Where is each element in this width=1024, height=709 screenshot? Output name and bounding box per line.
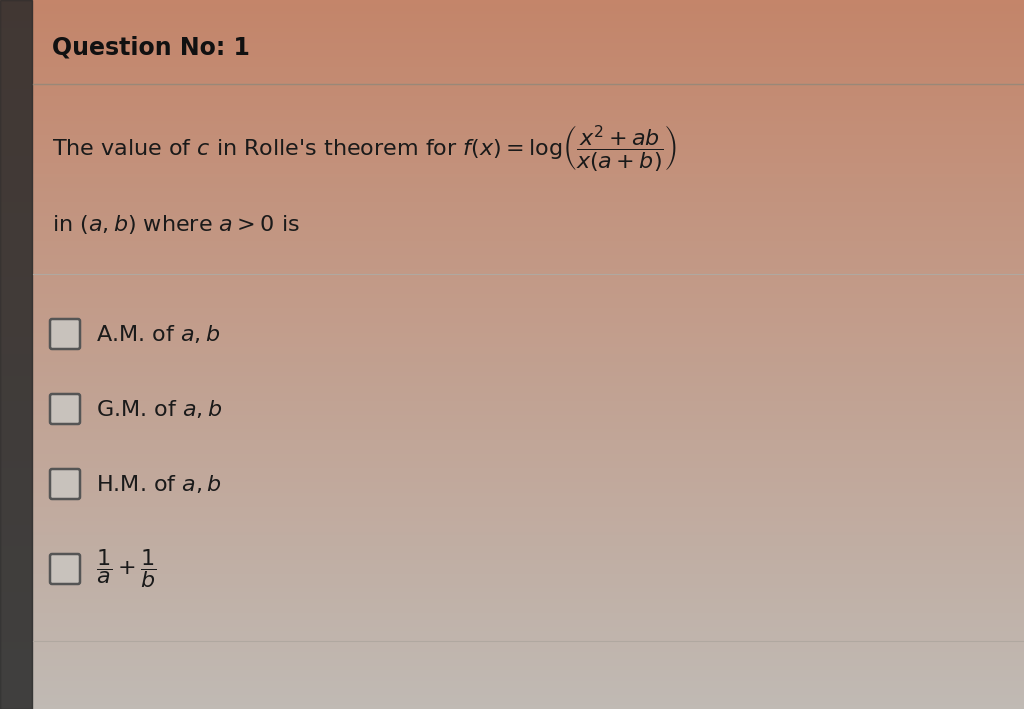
Bar bbox=[0, 0, 32, 709]
Text: A.M. of $a, b$: A.M. of $a, b$ bbox=[96, 323, 220, 345]
FancyBboxPatch shape bbox=[50, 319, 80, 349]
FancyBboxPatch shape bbox=[50, 554, 80, 584]
Text: in $(a, b)$ where $a > 0$ is: in $(a, b)$ where $a > 0$ is bbox=[52, 213, 300, 235]
Text: The value of $c$ in Rolle's theorem for $f(x) = \log\!\left(\dfrac{x^2 + ab}{x(a: The value of $c$ in Rolle's theorem for … bbox=[52, 123, 677, 174]
Text: $\dfrac{1}{a} + \dfrac{1}{b}$: $\dfrac{1}{a} + \dfrac{1}{b}$ bbox=[96, 547, 157, 591]
FancyBboxPatch shape bbox=[50, 469, 80, 499]
Text: G.M. of $a, b$: G.M. of $a, b$ bbox=[96, 398, 222, 420]
FancyBboxPatch shape bbox=[50, 394, 80, 424]
Text: Question No: 1: Question No: 1 bbox=[52, 35, 250, 59]
Text: H.M. of $a, b$: H.M. of $a, b$ bbox=[96, 473, 222, 495]
